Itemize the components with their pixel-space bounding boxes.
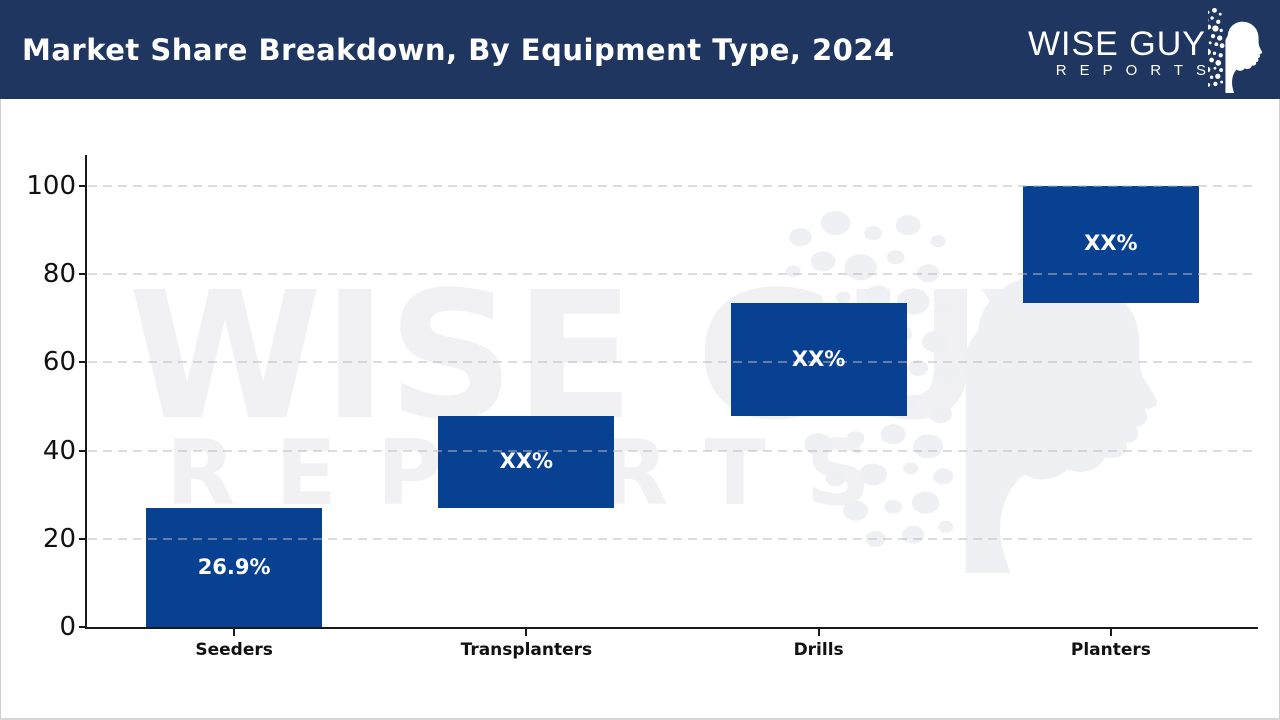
y-tick-label: 40 (42, 435, 76, 466)
bar-transplanters (438, 416, 615, 509)
x-category-label-seeders: Seeders (195, 640, 273, 660)
x-tick-mark (1109, 627, 1112, 636)
x-category-label-drills: Drills (793, 640, 844, 660)
gridline-40 (88, 449, 1257, 452)
x-category-label-planters: Planters (1070, 640, 1151, 660)
page-border-left (0, 99, 1, 720)
gridline-80 (88, 273, 1257, 276)
logo-text: WISE GUY REPORTS (1027, 24, 1206, 79)
y-axis-line (85, 155, 87, 629)
x-tick-mark (817, 627, 820, 636)
logo-head-icon (1208, 7, 1263, 93)
y-tick-mark (79, 185, 87, 187)
bar-label-seeders: 26.9% (197, 554, 271, 579)
y-tick-mark (79, 361, 87, 364)
bar-drills (730, 302, 907, 417)
y-tick-label: 0 (59, 612, 76, 642)
y-tick-mark (79, 537, 87, 540)
gridline-60 (88, 361, 1257, 364)
bar-label-drills: XX% (791, 346, 846, 371)
logo-wiseguy-text: WISE GUY (1027, 24, 1206, 63)
bar-label-transplanters: XX% (499, 449, 554, 474)
y-tick-mark (79, 449, 87, 452)
y-tick-label: 80 (42, 259, 76, 290)
wise-guy-logo: WISE GUY REPORTS (1028, 7, 1268, 93)
y-tick-label: 100 (26, 171, 76, 201)
bar-planters (1022, 186, 1199, 303)
x-category-label-transplanters: Transplanters (460, 640, 593, 660)
gridline-20 (88, 537, 1257, 540)
bar-seeders (146, 508, 323, 627)
x-tick-mark (525, 627, 528, 636)
logo-reports-text: REPORTS (1055, 61, 1219, 79)
x-axis-line (85, 627, 1258, 629)
y-tick-label: 60 (42, 347, 76, 378)
y-tick-mark (79, 626, 87, 628)
plot-area: WISE GUY REPORTS 02040608010026.9%XX%XX%… (0, 99, 1280, 720)
y-tick-mark (79, 273, 87, 276)
gridline-100 (88, 185, 1257, 187)
x-tick-mark (233, 627, 236, 636)
page-border-bottom (0, 718, 1280, 720)
bar-label-planters: XX% (1084, 231, 1138, 256)
header-bar: Market Share Breakdown, By Equipment Typ… (0, 0, 1280, 99)
y-tick-label: 20 (42, 523, 76, 554)
page-title: Market Share Breakdown, By Equipment Typ… (22, 32, 895, 67)
